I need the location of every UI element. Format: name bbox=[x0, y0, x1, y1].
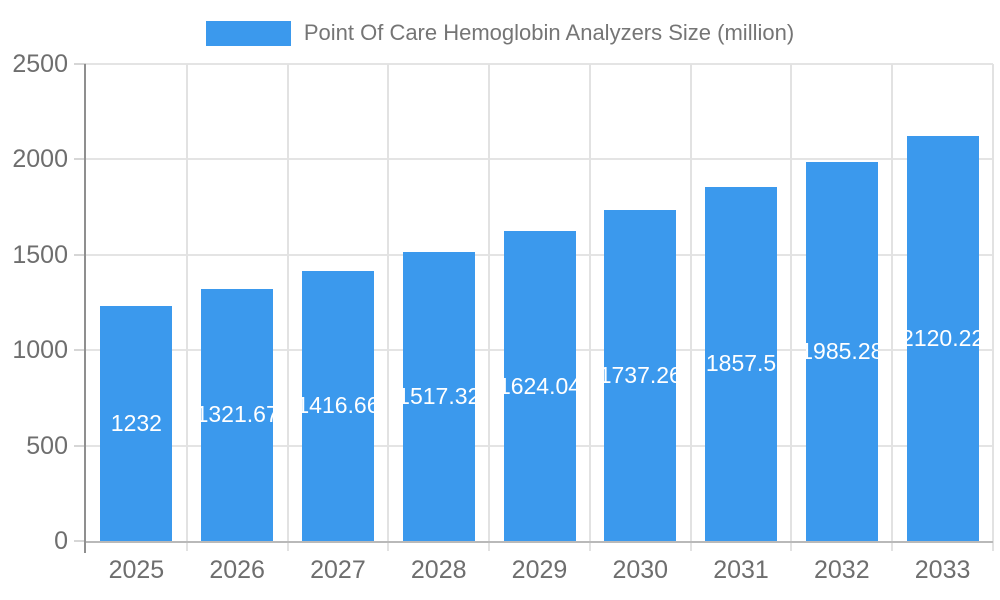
gridline-vertical bbox=[992, 64, 994, 551]
bar-2031: 1857.5 bbox=[705, 186, 778, 541]
y-axis-tick bbox=[74, 253, 86, 256]
bar-2026: 1321.67 bbox=[201, 288, 274, 541]
bar-value-label: 1416.66 bbox=[301, 392, 374, 419]
y-axis-tick bbox=[74, 444, 86, 447]
y-axis-label-2000: 2000 bbox=[12, 145, 68, 174]
y-axis-label-1000: 1000 bbox=[12, 336, 68, 365]
y-axis-label-0: 0 bbox=[54, 527, 68, 555]
x-axis-label-2026: 2026 bbox=[209, 556, 265, 584]
y-axis-label-500: 500 bbox=[26, 431, 68, 460]
bar-value-label: 1737.26 bbox=[604, 361, 677, 388]
gridline-vertical bbox=[387, 64, 390, 551]
gridline-vertical bbox=[488, 64, 491, 551]
gridline-horizontal bbox=[86, 63, 993, 65]
bar-value-label: 2120.22 bbox=[906, 325, 979, 352]
bar-value-label: 1857.5 bbox=[705, 350, 777, 377]
bar-2032: 1985.28 bbox=[805, 162, 878, 541]
plot-area: 0 500 1000 1500 2000 2500 1232 2025 1321.67 2026 1… bbox=[12, 51, 994, 584]
y-axis-tick bbox=[74, 540, 86, 542]
bar-value-label: 1985.28 bbox=[805, 338, 878, 365]
x-axis-label-2028: 2028 bbox=[410, 556, 467, 584]
gridline-vertical bbox=[286, 64, 289, 551]
legend-label: Point Of Care Hemoglobin Analyzers Size … bbox=[303, 20, 795, 45]
gridline-horizontal bbox=[86, 158, 993, 161]
bar-value-label: 1517.32 bbox=[402, 382, 475, 409]
y-axis-label-1500: 1500 bbox=[12, 240, 68, 269]
bar-value-label: 1624.04 bbox=[503, 372, 576, 399]
legend-swatch-icon bbox=[205, 20, 291, 46]
x-axis-label-2025: 2025 bbox=[108, 556, 165, 584]
y-axis-tick bbox=[74, 63, 86, 65]
x-axis-label-2027: 2027 bbox=[310, 556, 366, 584]
legend-item[interactable]: Point Of Care Hemoglobin Analyzers Size … bbox=[205, 20, 795, 46]
x-axis-label-2031: 2031 bbox=[713, 556, 769, 584]
x-axis-label-2032: 2032 bbox=[814, 556, 870, 584]
bar-2028: 1517.32 bbox=[402, 251, 475, 541]
gridline-vertical bbox=[689, 64, 692, 551]
bar-2030: 1737.26 bbox=[604, 209, 677, 541]
bar-2029: 1624.04 bbox=[503, 231, 576, 541]
x-axis-line bbox=[86, 541, 993, 543]
legend: Point Of Care Hemoglobin Analyzers Size … bbox=[0, 20, 1000, 46]
y-axis-tick bbox=[74, 349, 86, 352]
bar-2027: 1416.66 bbox=[301, 270, 374, 541]
bar-value-label: 1321.67 bbox=[201, 401, 274, 428]
gridline-vertical bbox=[891, 64, 894, 551]
y-axis-label-2500: 2500 bbox=[12, 50, 68, 78]
gridline-vertical bbox=[588, 64, 591, 551]
y-axis-tick bbox=[74, 158, 86, 161]
gridline-vertical bbox=[185, 64, 188, 551]
y-axis-line bbox=[84, 64, 86, 553]
x-axis-label-2033: 2033 bbox=[914, 556, 971, 584]
bar-2033: 2120.22 bbox=[906, 136, 979, 541]
x-axis-label-2029: 2029 bbox=[511, 556, 568, 584]
gridline-vertical bbox=[790, 64, 793, 551]
bar-value-label: 1232 bbox=[110, 409, 162, 436]
bar-2025: 1232 bbox=[100, 305, 173, 541]
x-axis-label-2030: 2030 bbox=[612, 556, 669, 584]
